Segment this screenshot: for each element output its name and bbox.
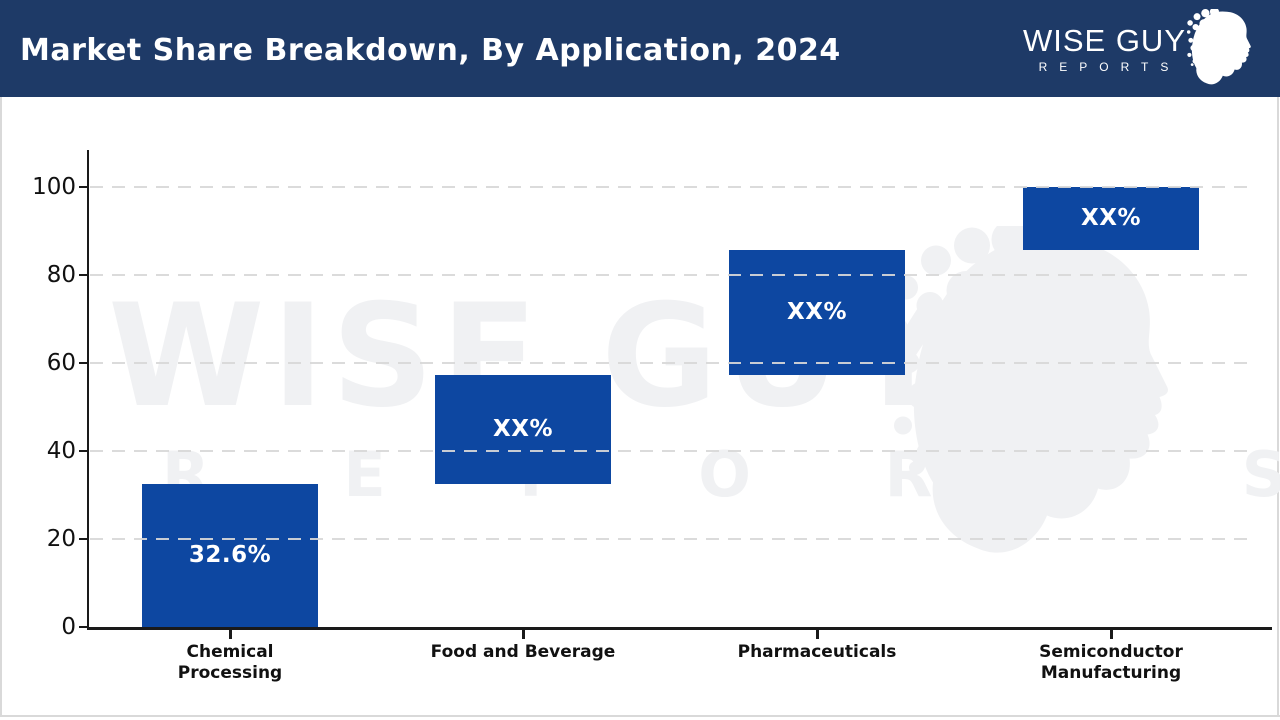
x-tick-label-food-and-beverage: Food and Beverage [430,642,616,662]
logo-text: WISE GUY REPORTS [1022,22,1186,74]
x-tick-mark-semiconductor-manufacturing [1110,630,1113,639]
x-tick-mark-pharmaceuticals [816,630,819,639]
bar-value-label-chemical-processing: 32.6% [188,542,272,569]
x-tick-mark-food-and-beverage [522,630,525,639]
x-tick-mark-chemical-processing [229,630,232,639]
logo-face-icon [1186,9,1251,85]
y-tick-mark-60 [79,362,87,364]
bar-value-label-semiconductor-manufacturing: XX% [1080,205,1141,232]
y-tick-mark-80 [79,274,87,276]
gridline-100 [90,186,1253,188]
bar-chemical-processing: 32.6% [142,483,318,627]
page-title: Market Share Breakdown, By Application, … [20,33,841,68]
x-tick-label-semiconductor-manufacturing: Semiconductor Manufacturing [1039,642,1183,683]
y-tick-label-60: 60 [46,350,76,376]
y-tick-label-40: 40 [46,438,76,464]
gridline-40 [90,450,1253,452]
bar-pharmaceuticals: XX% [729,249,905,375]
gridline-80 [90,274,1253,276]
left-border [0,97,2,717]
logo-wordmark: WISE GUY [1022,22,1186,58]
gridline-20 [90,538,1253,540]
header-band: Market Share Breakdown, By Application, … [0,0,1280,97]
x-tick-label-chemical-processing: Chemical Processing [177,642,283,683]
y-tick-label-100: 100 [32,174,76,200]
bar-value-label-pharmaceuticals: XX% [786,299,847,326]
y-tick-mark-20 [79,538,87,540]
bar-food-and-beverage: XX% [435,374,611,484]
bottom-border [0,715,1280,717]
watermark-face-icon [892,226,1168,553]
y-tick-label-0: 0 [61,614,76,640]
bar-semiconductor-manufacturing: XX% [1023,187,1199,250]
x-axis-line [87,627,1272,630]
y-tick-mark-40 [79,450,87,452]
right-border [1277,97,1279,717]
y-tick-label-80: 80 [46,262,76,288]
bar-value-label-food-and-beverage: XX% [492,416,553,443]
y-tick-mark-100 [79,186,87,188]
y-tick-label-20: 20 [46,526,76,552]
y-axis-line [87,150,89,630]
wiseguy-logo: WISE GUY REPORTS [1023,6,1264,92]
gridline-60 [90,362,1253,364]
y-tick-mark-0 [79,626,87,628]
logo-subtitle: REPORTS [1038,59,1181,74]
x-tick-label-pharmaceuticals: Pharmaceuticals [737,642,897,662]
